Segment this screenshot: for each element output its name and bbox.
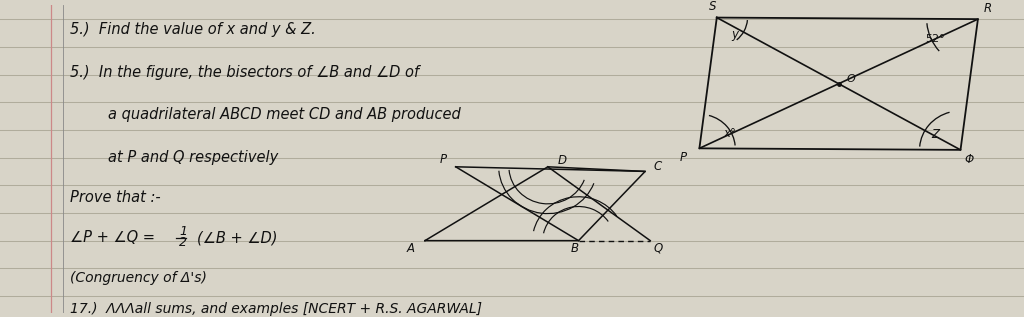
Text: D: D <box>558 154 566 167</box>
Text: O: O <box>847 74 855 84</box>
Text: Z: Z <box>931 128 939 141</box>
Text: (Congruency of Δ's): (Congruency of Δ's) <box>70 270 207 285</box>
Text: a quadrilateral ABCD meet CD and AB produced: a quadrilateral ABCD meet CD and AB prod… <box>108 107 460 122</box>
Text: x°: x° <box>724 127 736 140</box>
Text: Q: Q <box>653 242 664 255</box>
Text: 17.)  ΛΛΛall sums, and examples [NCERT + R.S. AGARWAL]: 17.) ΛΛΛall sums, and examples [NCERT + … <box>70 302 481 316</box>
Text: C: C <box>653 160 662 173</box>
Text: B: B <box>570 242 579 255</box>
Text: R: R <box>984 2 992 15</box>
Text: S: S <box>709 0 717 13</box>
Text: 52°: 52° <box>925 34 945 44</box>
Text: 5.)  In the figure, the bisectors of ∠B and ∠D of: 5.) In the figure, the bisectors of ∠B a… <box>70 66 419 81</box>
Text: ∠P + ∠Q =: ∠P + ∠Q = <box>70 230 155 245</box>
Text: (∠B + ∠D): (∠B + ∠D) <box>197 230 278 245</box>
Text: A: A <box>407 242 415 255</box>
Text: Φ: Φ <box>964 152 974 165</box>
Text: P: P <box>680 151 686 164</box>
Text: y: y <box>732 28 738 41</box>
Text: at P and Q respectively: at P and Q respectively <box>108 150 278 165</box>
Text: P: P <box>440 152 446 165</box>
Text: 5.)  Find the value of x and y & Z.: 5.) Find the value of x and y & Z. <box>70 23 315 37</box>
Text: 2: 2 <box>179 236 187 249</box>
Text: 1: 1 <box>179 225 187 238</box>
Text: Prove that :-: Prove that :- <box>70 190 161 205</box>
